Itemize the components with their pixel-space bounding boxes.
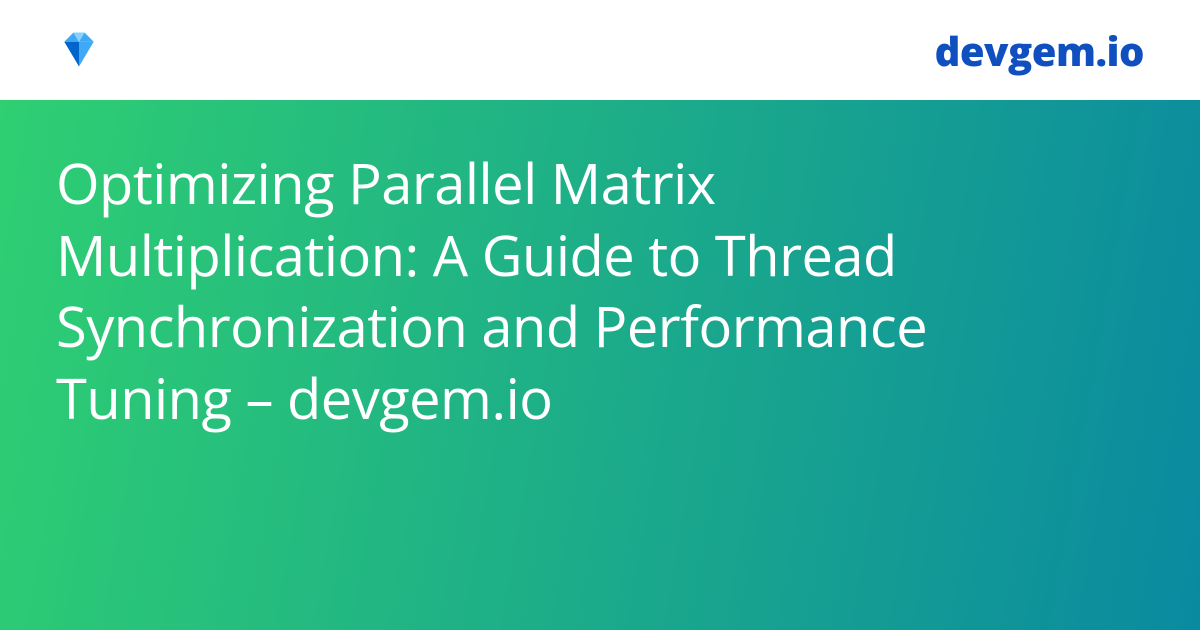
header-bar: devgem.io bbox=[0, 0, 1200, 100]
brand-wordmark: devgem.io bbox=[935, 23, 1144, 78]
gem-icon bbox=[56, 27, 102, 73]
og-card: devgem.io Optimizing Parallel Matrix Mul… bbox=[0, 0, 1200, 630]
hero-banner: Optimizing Parallel Matrix Multiplicatio… bbox=[0, 100, 1200, 630]
page-title: Optimizing Parallel Matrix Multiplicatio… bbox=[56, 148, 1036, 435]
